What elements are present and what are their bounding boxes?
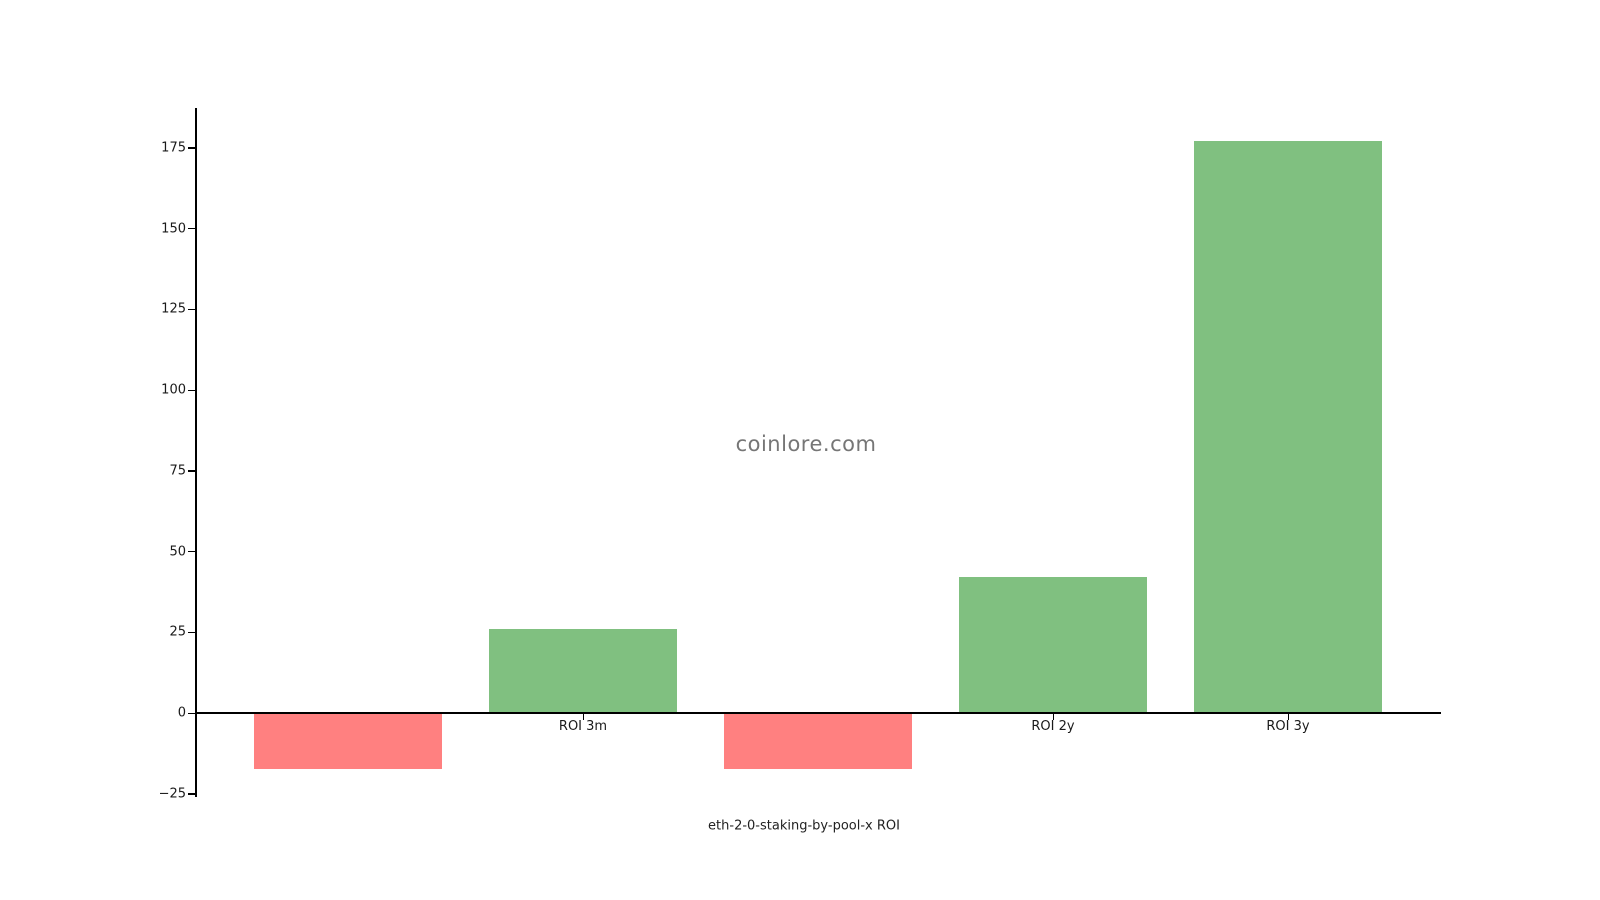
y-tick [188, 389, 195, 391]
y-tick [188, 147, 195, 149]
chart-bar-roi-3y [1194, 141, 1382, 713]
y-tick-label: −25 [158, 786, 186, 802]
y-tick-label: 0 [177, 705, 186, 721]
chart-title: eth-2-0-staking-by-pool-x ROI [708, 818, 900, 834]
x-tick-label: ROI 2y [1031, 719, 1075, 734]
y-tick [188, 228, 195, 230]
y-tick-label: 50 [169, 544, 186, 559]
x-axis [195, 712, 1441, 714]
y-axis [195, 108, 197, 797]
x-tick [583, 713, 585, 720]
y-tick-label: 175 [161, 140, 186, 156]
chart-bar-hidden-label-3 [724, 713, 912, 769]
watermark: coinlore.com [735, 432, 877, 456]
chart-bar-roi-3m [489, 629, 677, 713]
y-tick-label: 25 [169, 624, 186, 640]
x-tick [1288, 713, 1290, 720]
y-tick [188, 551, 195, 553]
y-tick-label: 75 [169, 463, 186, 479]
y-tick [188, 712, 195, 714]
y-tick [188, 308, 195, 311]
y-tick [188, 631, 195, 634]
chart-bar-hidden-label-1 [254, 713, 442, 769]
y-tick [188, 470, 195, 472]
y-tick-label: 150 [161, 221, 186, 236]
x-tick [1053, 713, 1055, 720]
y-tick-label: 125 [161, 301, 186, 317]
y-tick-label: 100 [161, 382, 186, 398]
x-tick-label: ROI 3m [558, 719, 608, 734]
x-tick-label: ROI 3y [1266, 719, 1310, 734]
y-tick [188, 793, 195, 795]
chart-bar-roi-2y [959, 577, 1147, 713]
